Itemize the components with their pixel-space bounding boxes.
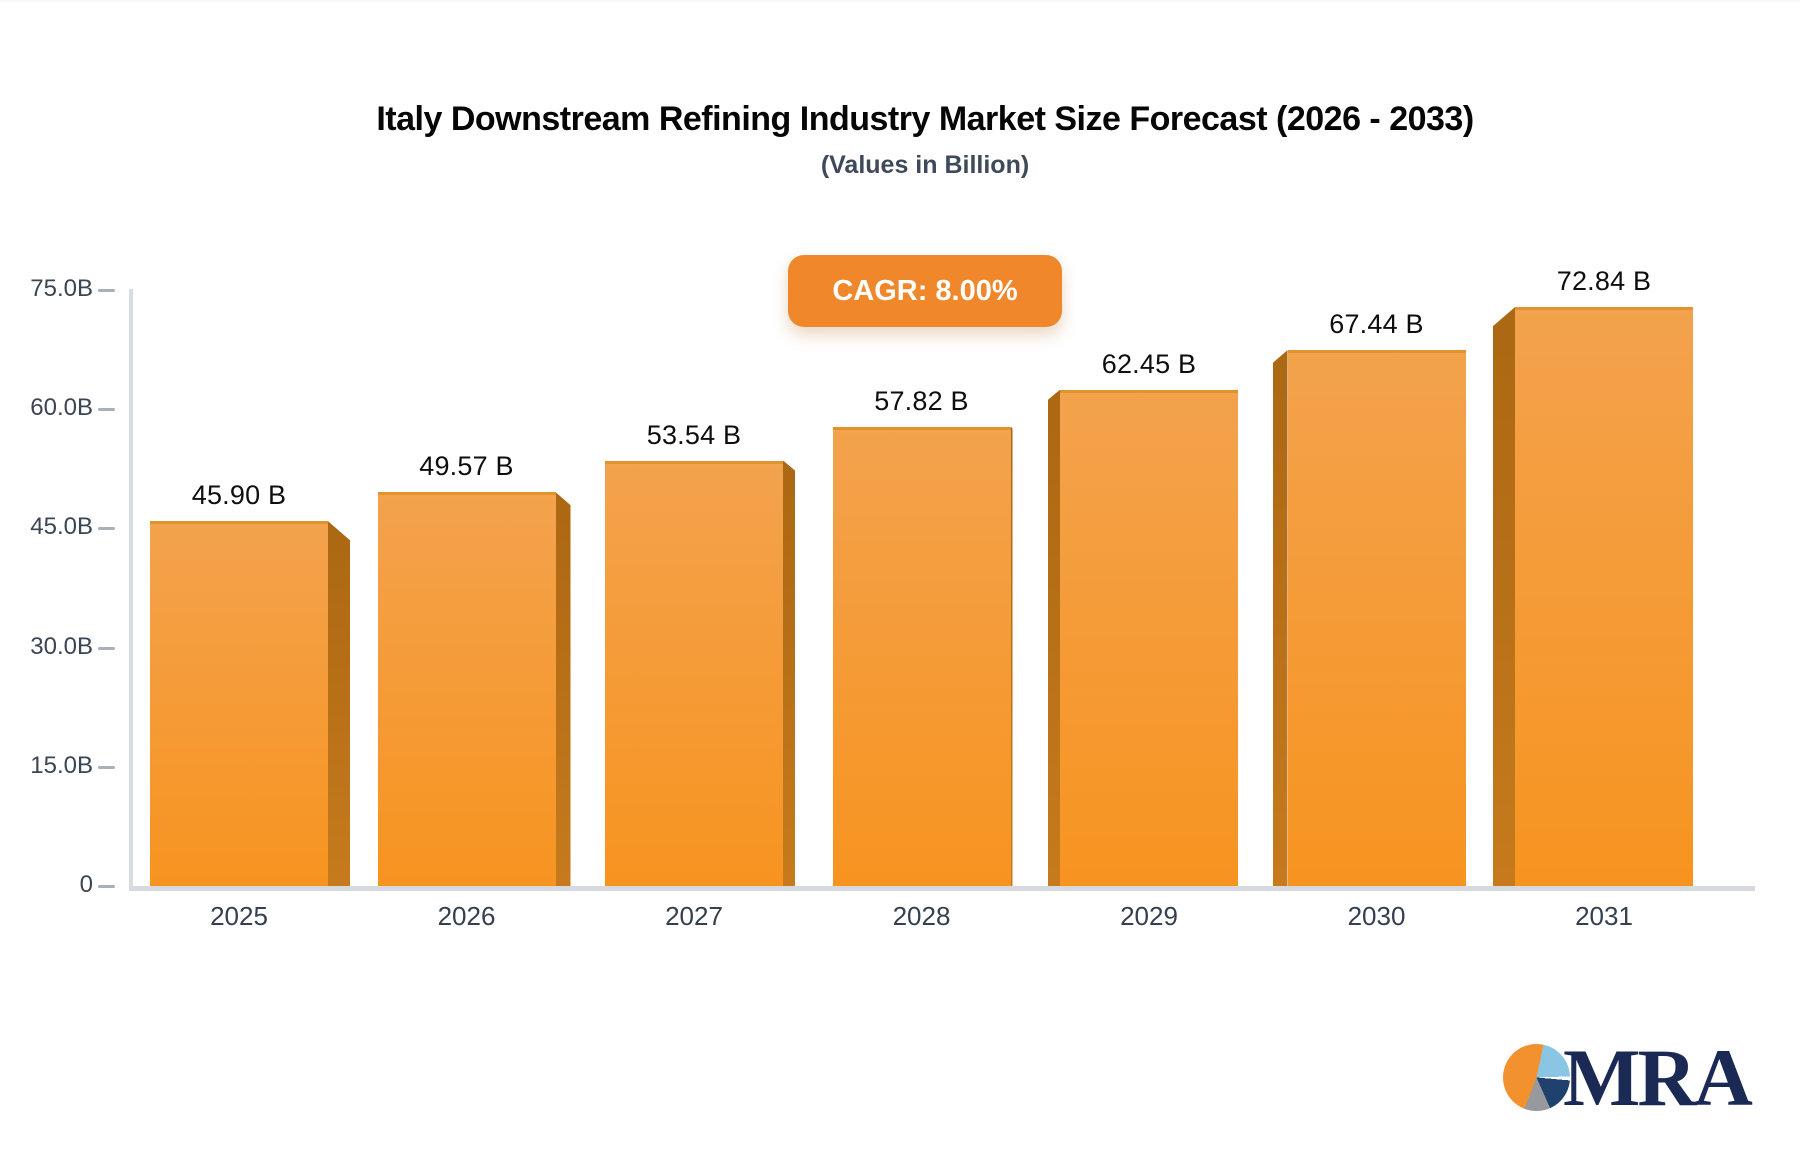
x-axis-label-2026: 2026	[437, 901, 496, 931]
bar-value-label-2028: 57.82 B	[874, 385, 969, 416]
bar-face-2030	[1287, 350, 1466, 886]
bar-face-2027	[605, 460, 783, 886]
bar-side-2030	[1272, 350, 1288, 886]
bar-face-2028	[832, 426, 1011, 886]
bar-face-2029	[1060, 389, 1238, 886]
y-axis-tick-label: 45.0B	[30, 513, 93, 541]
y-axis-tick-mark	[98, 408, 115, 412]
y-axis-tick-label: 75.0B	[30, 275, 93, 302]
y-axis-tick-label: 60.0B	[30, 394, 93, 422]
bar-face-2026	[377, 492, 556, 886]
bar-value-label-2029: 62.45 B	[1101, 348, 1197, 379]
bar-value-label-2030: 67.44 B	[1329, 309, 1424, 340]
brand-logo: MRA	[1503, 1032, 1753, 1123]
bar-value-label-2026: 49.57 B	[419, 451, 514, 482]
bar-face-2025	[150, 521, 328, 886]
y-axis-tick-mark	[98, 885, 115, 888]
bar-side-2026	[555, 492, 571, 886]
bar-side-2029	[1048, 389, 1060, 886]
brand-logo-text: MRA	[1563, 1032, 1753, 1123]
y-axis-tick-mark	[98, 289, 115, 292]
cagr-badge-label: CAGR: 8.00%	[832, 274, 1018, 307]
y-axis-tick-mark	[98, 765, 115, 769]
x-axis-baseline	[129, 886, 1755, 891]
x-axis-label-2030: 2030	[1347, 901, 1406, 931]
cagr-badge: CAGR: 8.00%	[788, 255, 1062, 327]
bar-value-label-2025: 45.90 B	[191, 480, 287, 511]
chart-title: Italy Downstream Refining Industry Marke…	[376, 100, 1474, 138]
x-axis-label-2027: 2027	[665, 901, 723, 931]
bar-face-2031	[1515, 307, 1693, 886]
y-axis-tick-label: 30.0B	[30, 632, 93, 660]
y-axis-tick-mark	[98, 527, 115, 531]
bar-side-2027	[783, 460, 795, 886]
bar-side-2025	[328, 521, 350, 886]
x-axis-label-2029: 2029	[1120, 901, 1178, 931]
bar-value-label-2027: 53.54 B	[646, 419, 742, 450]
bar-side-2031	[1493, 307, 1515, 886]
bar-side-2028	[1010, 426, 1013, 886]
x-axis-label-2028: 2028	[892, 901, 951, 931]
bar-value-label-2031: 72.84 B	[1556, 266, 1652, 297]
y-axis-tick-mark	[98, 646, 115, 650]
chart-subtitle: (Values in Billion)	[820, 151, 1030, 179]
y-axis-line	[129, 289, 133, 891]
pie-chart-logo-icon	[1503, 1044, 1570, 1111]
y-axis-tick-label: 0	[79, 871, 93, 898]
y-axis-tick-label: 15.0B	[30, 751, 93, 779]
x-axis-label-2025: 2025	[210, 901, 268, 931]
x-axis-label-2031: 2031	[1575, 901, 1633, 931]
